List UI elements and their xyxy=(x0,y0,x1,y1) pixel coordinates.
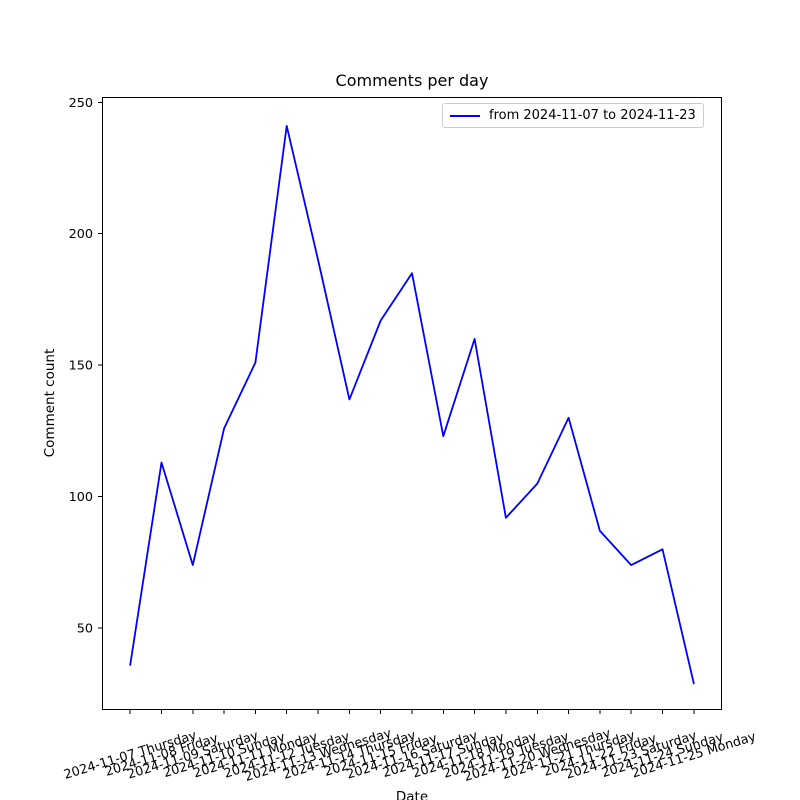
x-axis-label: Date xyxy=(395,789,429,800)
y-tick-label: 150 xyxy=(69,359,93,374)
chart-title: Comments per day xyxy=(335,71,489,90)
legend: from 2024-11-07 to 2024-11-23 xyxy=(442,103,704,128)
series-line xyxy=(129,125,695,685)
y-tick-label: 250 xyxy=(69,96,93,111)
y-tick-label: 200 xyxy=(69,227,93,242)
legend-label: from 2024-11-07 to 2024-11-23 xyxy=(489,108,696,123)
y-tick-label: 100 xyxy=(69,490,93,505)
axis-frame xyxy=(102,97,722,710)
y-tick-label: 50 xyxy=(77,622,93,637)
legend-line-sample-icon xyxy=(450,114,480,117)
